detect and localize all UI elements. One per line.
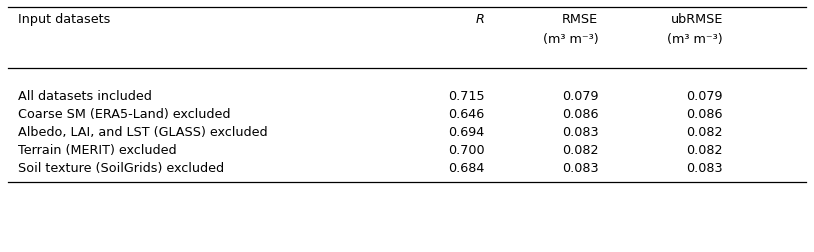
Text: 0.083: 0.083 [562,162,598,175]
Text: 0.086: 0.086 [686,108,723,121]
Text: 0.082: 0.082 [686,144,723,157]
Text: 0.079: 0.079 [562,90,598,103]
Text: 0.082: 0.082 [562,144,598,157]
Text: 0.694: 0.694 [448,126,484,139]
Text: 0.715: 0.715 [448,90,484,103]
Text: All datasets included: All datasets included [18,90,151,103]
Text: Input datasets: Input datasets [18,13,110,26]
Text: 0.079: 0.079 [686,90,723,103]
Text: R: R [475,13,484,26]
Text: 0.083: 0.083 [562,126,598,139]
Text: 0.646: 0.646 [448,108,484,121]
Text: Albedo, LAI, and LST (GLASS) excluded: Albedo, LAI, and LST (GLASS) excluded [18,126,268,139]
Text: (m³ m⁻³): (m³ m⁻³) [667,33,723,46]
Text: 0.086: 0.086 [562,108,598,121]
Text: 0.083: 0.083 [686,162,723,175]
Text: ubRMSE: ubRMSE [671,13,723,26]
Text: 0.082: 0.082 [686,126,723,139]
Text: Coarse SM (ERA5-Land) excluded: Coarse SM (ERA5-Land) excluded [18,108,230,121]
Text: 0.684: 0.684 [448,162,484,175]
Text: 0.700: 0.700 [448,144,484,157]
Text: Terrain (MERIT) excluded: Terrain (MERIT) excluded [18,144,177,157]
Text: RMSE: RMSE [562,13,598,26]
Text: Soil texture (SoilGrids) excluded: Soil texture (SoilGrids) excluded [18,162,224,175]
Text: (m³ m⁻³): (m³ m⁻³) [543,33,598,46]
